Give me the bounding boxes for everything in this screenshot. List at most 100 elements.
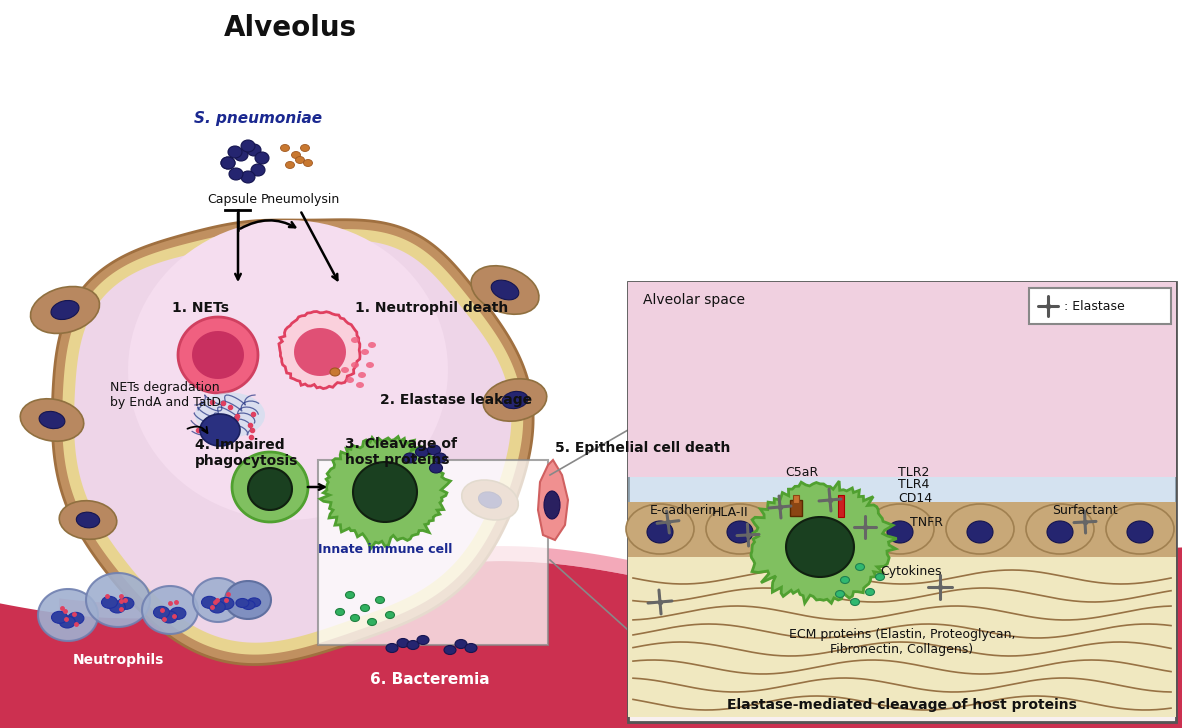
Ellipse shape	[59, 501, 117, 539]
Polygon shape	[0, 547, 1182, 728]
Text: Cytokines: Cytokines	[881, 566, 942, 579]
Ellipse shape	[300, 144, 310, 151]
Ellipse shape	[255, 152, 269, 164]
Ellipse shape	[1026, 504, 1095, 554]
Ellipse shape	[397, 638, 409, 647]
Bar	[793, 495, 799, 503]
Ellipse shape	[403, 453, 416, 463]
Ellipse shape	[351, 337, 359, 343]
Text: 1. NETs: 1. NETs	[173, 301, 229, 315]
Ellipse shape	[361, 604, 370, 612]
Text: E-cadherin: E-cadherin	[650, 504, 717, 516]
Polygon shape	[52, 220, 533, 665]
FancyBboxPatch shape	[318, 460, 548, 645]
Ellipse shape	[886, 521, 913, 543]
Ellipse shape	[385, 612, 395, 619]
Text: 4. Impaired
phagocytosis: 4. Impaired phagocytosis	[195, 438, 298, 468]
Ellipse shape	[472, 266, 539, 314]
Ellipse shape	[444, 646, 456, 654]
Ellipse shape	[1126, 521, 1152, 543]
Ellipse shape	[479, 492, 501, 508]
Ellipse shape	[876, 574, 884, 580]
Ellipse shape	[241, 171, 255, 183]
Text: HLA-II: HLA-II	[712, 505, 748, 518]
Ellipse shape	[304, 159, 312, 167]
Polygon shape	[248, 468, 292, 510]
Ellipse shape	[428, 445, 441, 455]
Ellipse shape	[20, 399, 84, 441]
Polygon shape	[142, 586, 199, 634]
FancyBboxPatch shape	[628, 282, 1176, 722]
Ellipse shape	[336, 609, 344, 615]
Text: CD14: CD14	[898, 491, 933, 505]
Bar	[628, 502, 1176, 557]
Polygon shape	[786, 517, 855, 577]
Ellipse shape	[221, 157, 235, 169]
Polygon shape	[193, 578, 243, 622]
Ellipse shape	[366, 362, 374, 368]
Ellipse shape	[292, 151, 300, 159]
Text: Innate immune cell: Innate immune cell	[318, 543, 453, 556]
Text: 3. Cleavage of
host proteins: 3. Cleavage of host proteins	[345, 437, 457, 467]
Ellipse shape	[387, 644, 398, 652]
Ellipse shape	[647, 521, 673, 543]
Ellipse shape	[727, 521, 753, 543]
Text: Capsule: Capsule	[207, 193, 256, 206]
Ellipse shape	[626, 504, 694, 554]
Ellipse shape	[345, 591, 355, 598]
Ellipse shape	[368, 619, 377, 625]
Ellipse shape	[356, 382, 364, 388]
Ellipse shape	[416, 447, 429, 457]
Ellipse shape	[866, 504, 934, 554]
Bar	[628, 282, 1176, 477]
Ellipse shape	[429, 463, 442, 473]
Ellipse shape	[242, 601, 255, 609]
Text: Alveolus: Alveolus	[223, 14, 357, 42]
Ellipse shape	[247, 144, 261, 156]
Ellipse shape	[109, 601, 125, 613]
Ellipse shape	[856, 563, 864, 571]
Bar	[790, 500, 803, 516]
Ellipse shape	[1106, 504, 1174, 554]
Ellipse shape	[462, 480, 518, 520]
Polygon shape	[232, 452, 309, 522]
FancyBboxPatch shape	[1030, 288, 1171, 324]
Ellipse shape	[455, 639, 467, 649]
Ellipse shape	[296, 157, 305, 164]
Bar	[628, 477, 1176, 507]
Ellipse shape	[59, 616, 76, 628]
Ellipse shape	[358, 372, 366, 378]
Polygon shape	[294, 328, 346, 376]
Ellipse shape	[368, 342, 376, 348]
Polygon shape	[751, 481, 897, 604]
Ellipse shape	[502, 392, 528, 408]
Ellipse shape	[251, 164, 265, 176]
Ellipse shape	[376, 596, 384, 604]
Ellipse shape	[492, 280, 519, 300]
Polygon shape	[74, 240, 512, 643]
Ellipse shape	[229, 168, 243, 180]
Ellipse shape	[417, 636, 429, 644]
Ellipse shape	[340, 367, 349, 373]
Polygon shape	[38, 589, 98, 641]
Ellipse shape	[31, 287, 99, 333]
Ellipse shape	[786, 504, 855, 554]
Polygon shape	[86, 573, 150, 627]
Text: TNFR: TNFR	[910, 515, 943, 529]
Text: TLR2: TLR2	[898, 465, 929, 478]
Ellipse shape	[241, 140, 255, 152]
Ellipse shape	[1047, 521, 1073, 543]
Ellipse shape	[544, 491, 560, 519]
Ellipse shape	[161, 611, 177, 623]
Text: S. pneumoniae: S. pneumoniae	[194, 111, 322, 125]
Ellipse shape	[234, 149, 248, 161]
Ellipse shape	[706, 504, 774, 554]
Ellipse shape	[807, 521, 833, 543]
Text: : Elastase: : Elastase	[1064, 299, 1125, 312]
Ellipse shape	[51, 301, 79, 320]
Ellipse shape	[39, 411, 65, 429]
Text: Alveolar space: Alveolar space	[643, 293, 745, 307]
Ellipse shape	[154, 606, 169, 618]
Ellipse shape	[851, 598, 859, 606]
Polygon shape	[320, 437, 450, 549]
